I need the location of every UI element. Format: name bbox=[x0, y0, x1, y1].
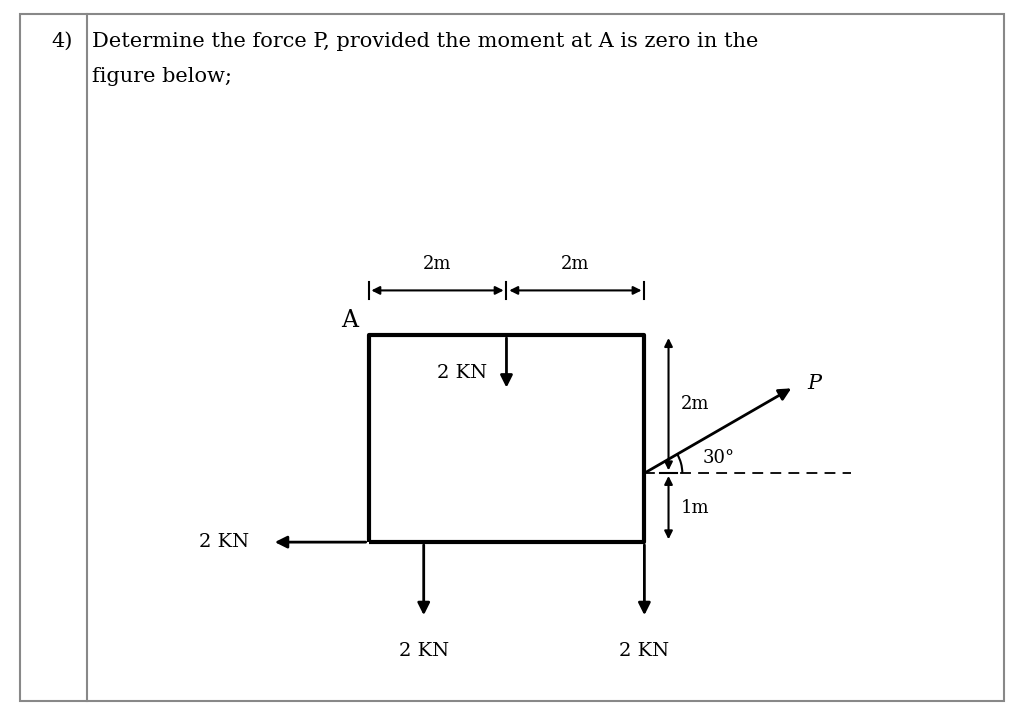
Text: 4): 4) bbox=[51, 32, 73, 51]
Text: 2m: 2m bbox=[423, 255, 452, 273]
Text: 2 KN: 2 KN bbox=[436, 364, 486, 382]
Text: 30°: 30° bbox=[703, 449, 735, 467]
Text: 2m: 2m bbox=[561, 255, 590, 273]
Text: figure below;: figure below; bbox=[92, 67, 232, 86]
Text: Determine the force P, provided the moment at A is zero in the: Determine the force P, provided the mome… bbox=[92, 32, 759, 51]
Text: A: A bbox=[341, 309, 358, 332]
Text: 2 KN: 2 KN bbox=[620, 642, 670, 660]
Text: 2 KN: 2 KN bbox=[199, 533, 249, 551]
Text: 1m: 1m bbox=[681, 498, 710, 517]
Text: P: P bbox=[808, 374, 821, 393]
Text: 2 KN: 2 KN bbox=[398, 642, 449, 660]
Text: 2m: 2m bbox=[681, 395, 710, 413]
